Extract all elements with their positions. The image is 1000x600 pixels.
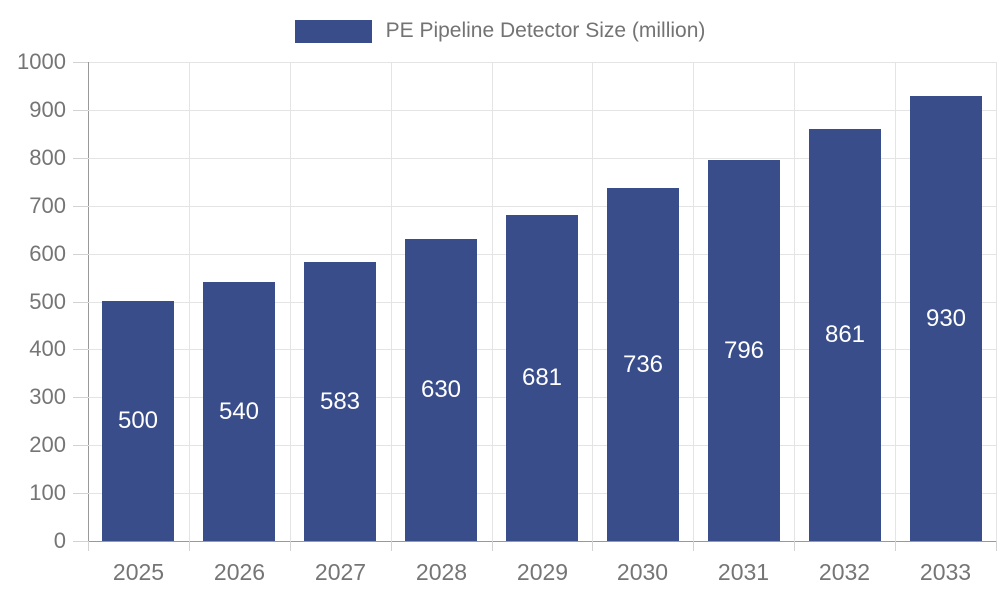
bar[interactable]: 736 xyxy=(607,188,679,541)
x-tick-label: 2031 xyxy=(717,559,770,585)
y-tick-label: 800 xyxy=(29,145,66,170)
x-axis-tick xyxy=(290,541,291,551)
gridline-horizontal xyxy=(88,205,996,207)
y-axis-tick xyxy=(73,206,88,207)
x-tick-label: 2033 xyxy=(919,559,972,585)
bar[interactable]: 796 xyxy=(708,160,780,541)
y-axis-tick xyxy=(73,397,88,398)
bar-value-label: 796 xyxy=(723,336,765,364)
y-axis-tick xyxy=(73,254,88,255)
bar[interactable]: 930 xyxy=(910,96,982,541)
x-axis-tick xyxy=(391,541,392,551)
y-tick-label: 300 xyxy=(29,384,66,409)
y-tick-label: 400 xyxy=(29,336,66,361)
plot-area: 500 540 583 630 681 736 796 861 930 xyxy=(88,62,996,541)
gridline-vertical xyxy=(391,62,392,541)
gridline-horizontal xyxy=(88,109,996,111)
x-tick-label: 2026 xyxy=(213,559,266,585)
x-tick-label: 2030 xyxy=(616,559,669,585)
y-axis-tick xyxy=(73,110,88,111)
x-axis-tick xyxy=(693,541,694,551)
y-tick-label: 0 xyxy=(53,528,66,553)
y-tick-label: 600 xyxy=(29,241,66,266)
y-axis-tick xyxy=(73,541,88,542)
x-axis-tick xyxy=(794,541,795,551)
gridline-vertical xyxy=(290,62,291,541)
gridline-vertical xyxy=(189,62,190,541)
bar[interactable]: 630 xyxy=(405,239,477,541)
y-tick-label: 1000 xyxy=(17,49,66,74)
legend-label: PE Pipeline Detector Size (million) xyxy=(385,19,706,42)
gridline-vertical xyxy=(492,62,493,541)
gridline-horizontal xyxy=(88,157,996,159)
bar-value-label: 630 xyxy=(420,376,462,403)
plot-border-top xyxy=(88,62,997,63)
y-axis-tick xyxy=(73,493,88,494)
y-axis-tick xyxy=(73,445,88,446)
bar-value-label: 861 xyxy=(824,321,866,348)
y-tick-label: 200 xyxy=(29,432,66,457)
y-tick-label: 900 xyxy=(29,97,66,122)
plot-border-right xyxy=(996,62,997,541)
y-tick-label: 500 xyxy=(29,289,66,314)
y-axis-tick xyxy=(73,349,88,350)
bar-value-label: 681 xyxy=(521,364,563,391)
bar-value-label: 540 xyxy=(218,397,260,425)
y-axis-tick xyxy=(73,302,88,303)
legend-swatch-icon xyxy=(294,19,372,43)
bar[interactable]: 583 xyxy=(304,262,376,541)
x-tick-label: 2027 xyxy=(314,559,367,585)
x-axis-tick xyxy=(492,541,493,551)
bar[interactable]: 861 xyxy=(809,129,881,541)
y-axis-tick xyxy=(73,158,88,159)
x-axis-tick xyxy=(592,541,593,551)
x-tick-label: 2025 xyxy=(112,559,165,585)
legend[interactable]: PE Pipeline Detector Size (million) xyxy=(0,19,1000,43)
x-axis-tick xyxy=(189,541,190,551)
y-tick-label: 100 xyxy=(29,480,66,505)
bar-value-label: 583 xyxy=(319,387,361,415)
bar[interactable]: 500 xyxy=(102,301,174,541)
bar-value-label: 930 xyxy=(925,304,967,332)
x-tick-label: 2029 xyxy=(516,559,569,585)
bar[interactable]: 681 xyxy=(506,215,578,541)
y-tick-label: 700 xyxy=(29,193,66,218)
gridline-vertical xyxy=(693,62,694,541)
bar-value-label: 500 xyxy=(117,407,159,434)
bar-value-label: 736 xyxy=(622,350,664,378)
gridline-vertical xyxy=(794,62,795,541)
x-axis-tick xyxy=(88,541,89,551)
gridline-vertical xyxy=(592,62,593,541)
y-axis-tick xyxy=(73,62,88,63)
x-axis-tick xyxy=(996,541,997,551)
x-axis-tick xyxy=(895,541,896,551)
x-axis-line xyxy=(88,541,997,542)
bar[interactable]: 540 xyxy=(203,282,275,541)
x-tick-label: 2032 xyxy=(818,559,871,585)
x-tick-label: 2028 xyxy=(415,559,468,585)
gridline-vertical xyxy=(895,62,896,541)
